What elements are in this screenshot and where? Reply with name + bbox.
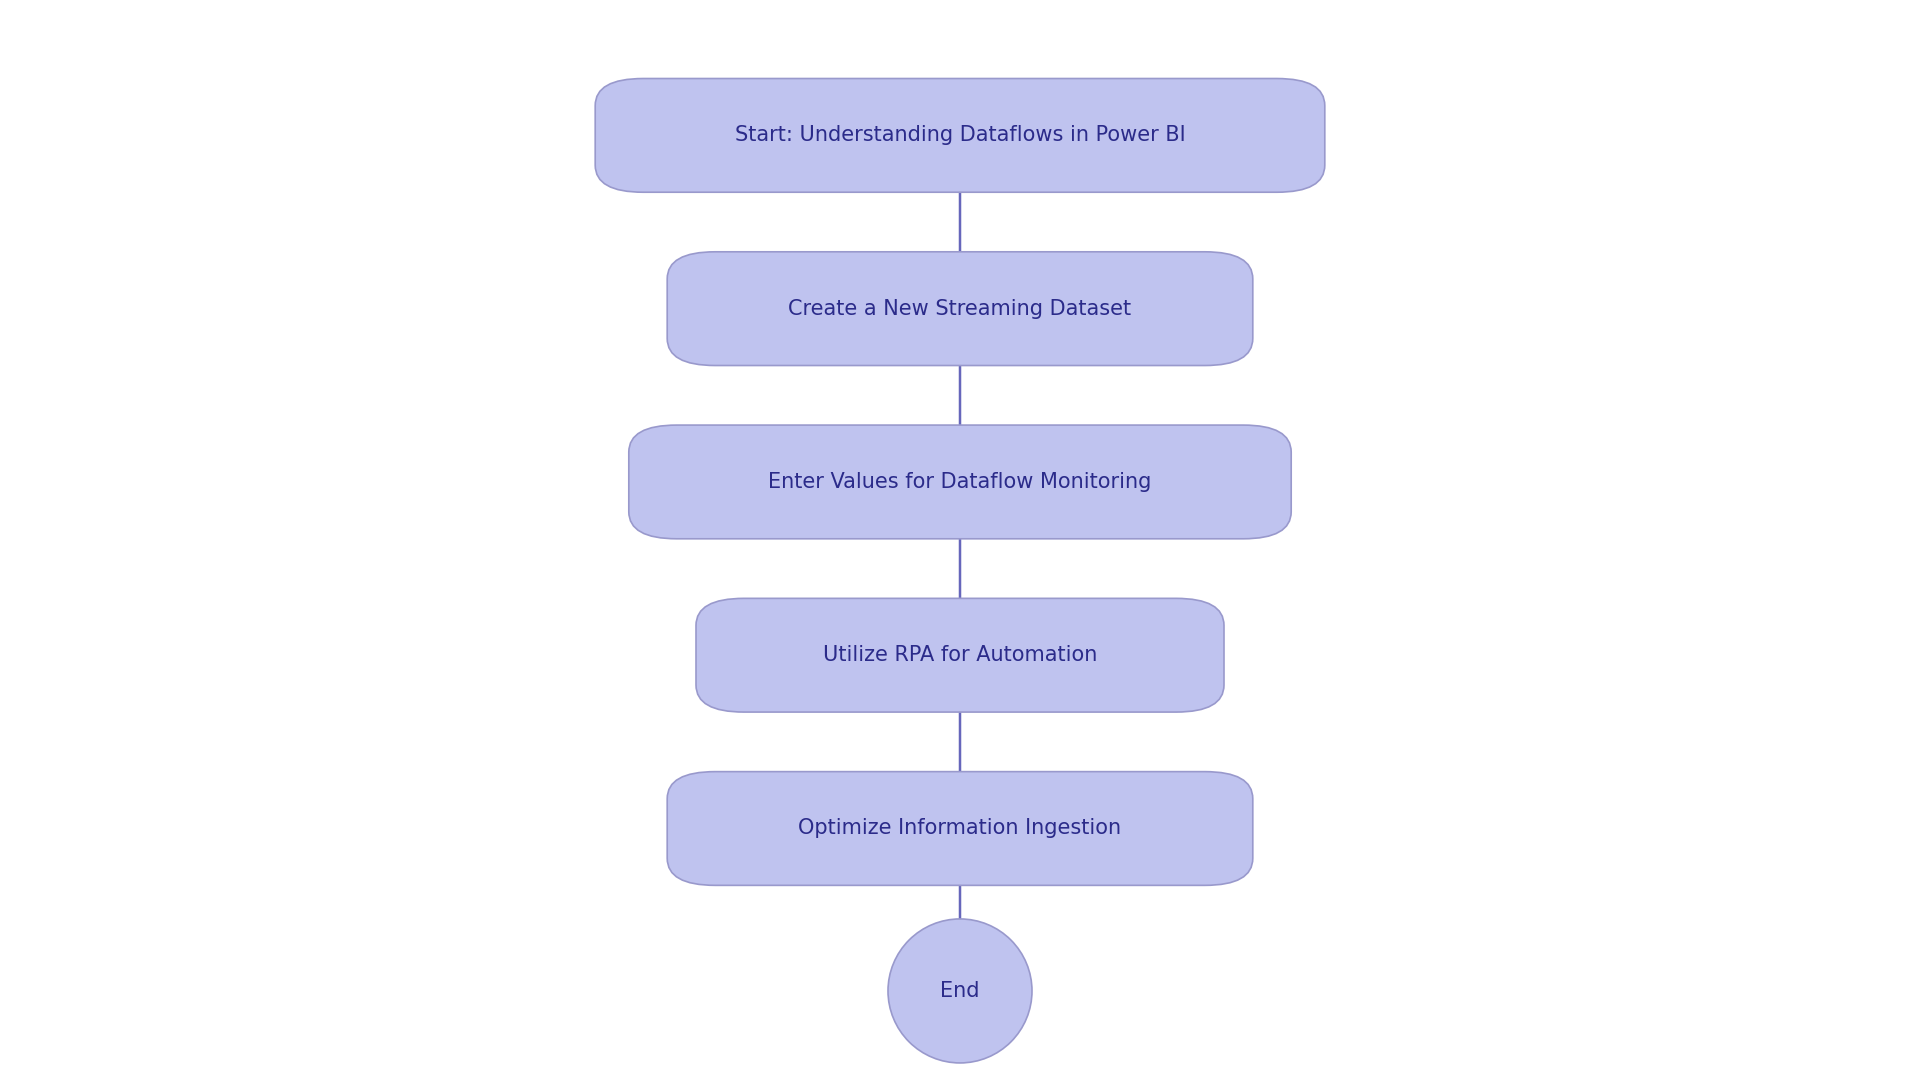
Text: Optimize Information Ingestion: Optimize Information Ingestion xyxy=(799,819,1121,838)
FancyBboxPatch shape xyxy=(595,79,1325,193)
FancyBboxPatch shape xyxy=(630,425,1290,538)
Text: Enter Values for Dataflow Monitoring: Enter Values for Dataflow Monitoring xyxy=(768,472,1152,492)
FancyBboxPatch shape xyxy=(695,598,1225,713)
FancyBboxPatch shape xyxy=(668,772,1252,886)
Ellipse shape xyxy=(887,919,1033,1062)
Text: End: End xyxy=(941,981,979,1001)
Text: Utilize RPA for Automation: Utilize RPA for Automation xyxy=(824,645,1096,665)
Text: Create a New Streaming Dataset: Create a New Streaming Dataset xyxy=(789,299,1131,318)
FancyBboxPatch shape xyxy=(668,252,1252,366)
Text: Start: Understanding Dataflows in Power BI: Start: Understanding Dataflows in Power … xyxy=(735,126,1185,145)
